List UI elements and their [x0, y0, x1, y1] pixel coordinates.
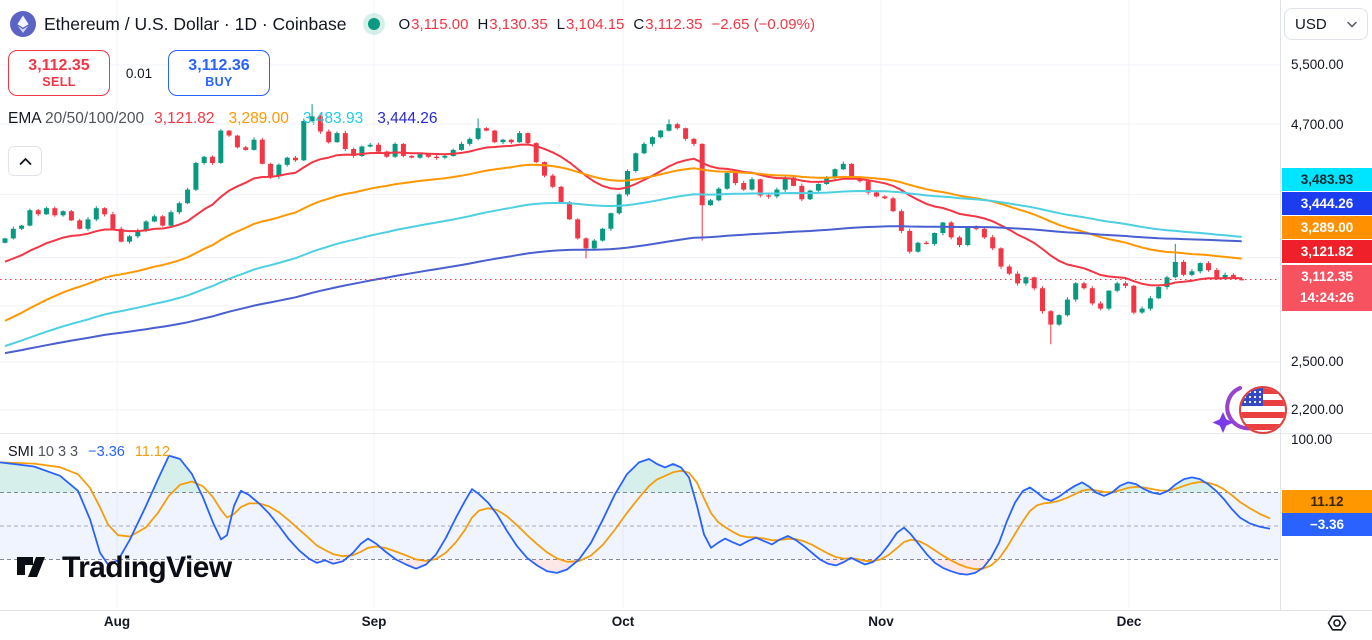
price-tag: 3,483.93 [1282, 168, 1372, 191]
ema-value: 3,121.82 [154, 110, 215, 127]
ohlc-item: O3,115.00 [398, 15, 469, 33]
bar-countdown: 14:24:26 [1299, 290, 1355, 305]
ema-legend-values: 3,121.82 3,289.00 3,483.93 3,444.26 [154, 110, 437, 128]
symbol-header: Ethereum / U.S. Dollar · 1D · Coinbase O… [10, 10, 815, 38]
ohlc-item: H3,130.35 [477, 15, 548, 33]
chart-svg[interactable] [0, 0, 1280, 610]
smi-legend-values: −3.36 11.12 [88, 444, 170, 460]
price-tag: −3.36 [1282, 513, 1372, 536]
time-axis-label: Dec [1116, 614, 1142, 629]
ema-value: 3,483.93 [302, 110, 364, 127]
smi-legend[interactable]: SMI 10 3 3 −3.36 11.12 [8, 444, 170, 460]
price-change: −2.65 (−0.09%) [711, 15, 815, 33]
currency-selector-button[interactable]: USD [1284, 8, 1368, 40]
ethereum-icon [10, 11, 36, 37]
spread-value: 0.01 [125, 65, 153, 81]
collapse-pane-button[interactable] [8, 146, 42, 176]
time-axis-separator [0, 610, 1372, 611]
currency-label: USD [1295, 15, 1327, 33]
chevron-up-icon [19, 157, 32, 166]
buy-label: BUY [205, 75, 233, 89]
trade-panel: 3,112.35 SELL 0.01 3,112.36 BUY [8, 50, 270, 96]
ohlc-item: L3,104.15 [556, 15, 625, 33]
ohlc-values: O3,115.00 H3,130.35 L3,104.15 C3,112.35 −2.6… [398, 16, 814, 33]
buy-button[interactable]: 3,112.36 BUY [168, 50, 270, 96]
current-price-tag: 3,112.35 14:24:26 [1282, 265, 1372, 311]
time-axis-label: Nov [868, 614, 894, 629]
panel-separator[interactable] [0, 433, 1372, 434]
time-axis-label: Aug [103, 614, 131, 629]
price-axis-label: 100.00 [1291, 432, 1333, 447]
ema-value: 3,289.00 [228, 110, 289, 127]
price-tag: 3,289.00 [1282, 216, 1372, 239]
price-tag: 3,121.82 [1282, 240, 1372, 263]
chevron-down-icon [1347, 21, 1357, 28]
ema-legend-name: EMA [8, 110, 41, 127]
time-axis-label: Sep [361, 614, 387, 629]
price-axis-label: 4,700.00 [1291, 117, 1344, 132]
price-axis-label: 2,500.00 [1291, 354, 1344, 369]
ohlc-item: C3,112.35 [633, 15, 703, 33]
tradingview-logo-text: TradingView [62, 551, 232, 584]
ema-legend[interactable]: EMA 20/50/100/200 3,121.82 3,289.00 3,483.… [8, 110, 438, 128]
sell-label: SELL [42, 75, 76, 89]
ema-value: 3,444.26 [377, 110, 438, 127]
smi-legend-name: SMI [8, 444, 34, 460]
tradingview-logo[interactable]: TradingView [16, 551, 232, 585]
price-axis-label: 5,500.00 [1291, 57, 1344, 72]
symbol-title[interactable]: Ethereum / U.S. Dollar · 1D · Coinbase [44, 13, 347, 34]
ema-legend-params: 20/50/100/200 [45, 110, 145, 127]
smi-legend-params: 10 3 3 [37, 444, 79, 460]
scale-settings-icon[interactable] [1326, 612, 1348, 639]
price-axis-separator [1280, 0, 1281, 610]
price-axis-label: 2,200.00 [1291, 402, 1344, 417]
market-status-icon[interactable] [368, 18, 381, 30]
price-tag: 3,444.26 [1282, 192, 1372, 215]
sell-price: 3,112.35 [28, 56, 90, 74]
time-axis-label: Oct [611, 614, 635, 629]
buy-price: 3,112.36 [188, 56, 250, 74]
current-price: 3,112.35 [1301, 269, 1353, 285]
tradingview-glyph-icon [16, 555, 53, 581]
price-tag: 11.12 [1282, 490, 1372, 513]
smi-value: −3.36 [88, 444, 125, 460]
sell-button[interactable]: 3,112.35 SELL [8, 50, 110, 96]
smi-value: 11.12 [134, 444, 171, 460]
translate-extension-overlay-icon[interactable] [1206, 382, 1292, 445]
